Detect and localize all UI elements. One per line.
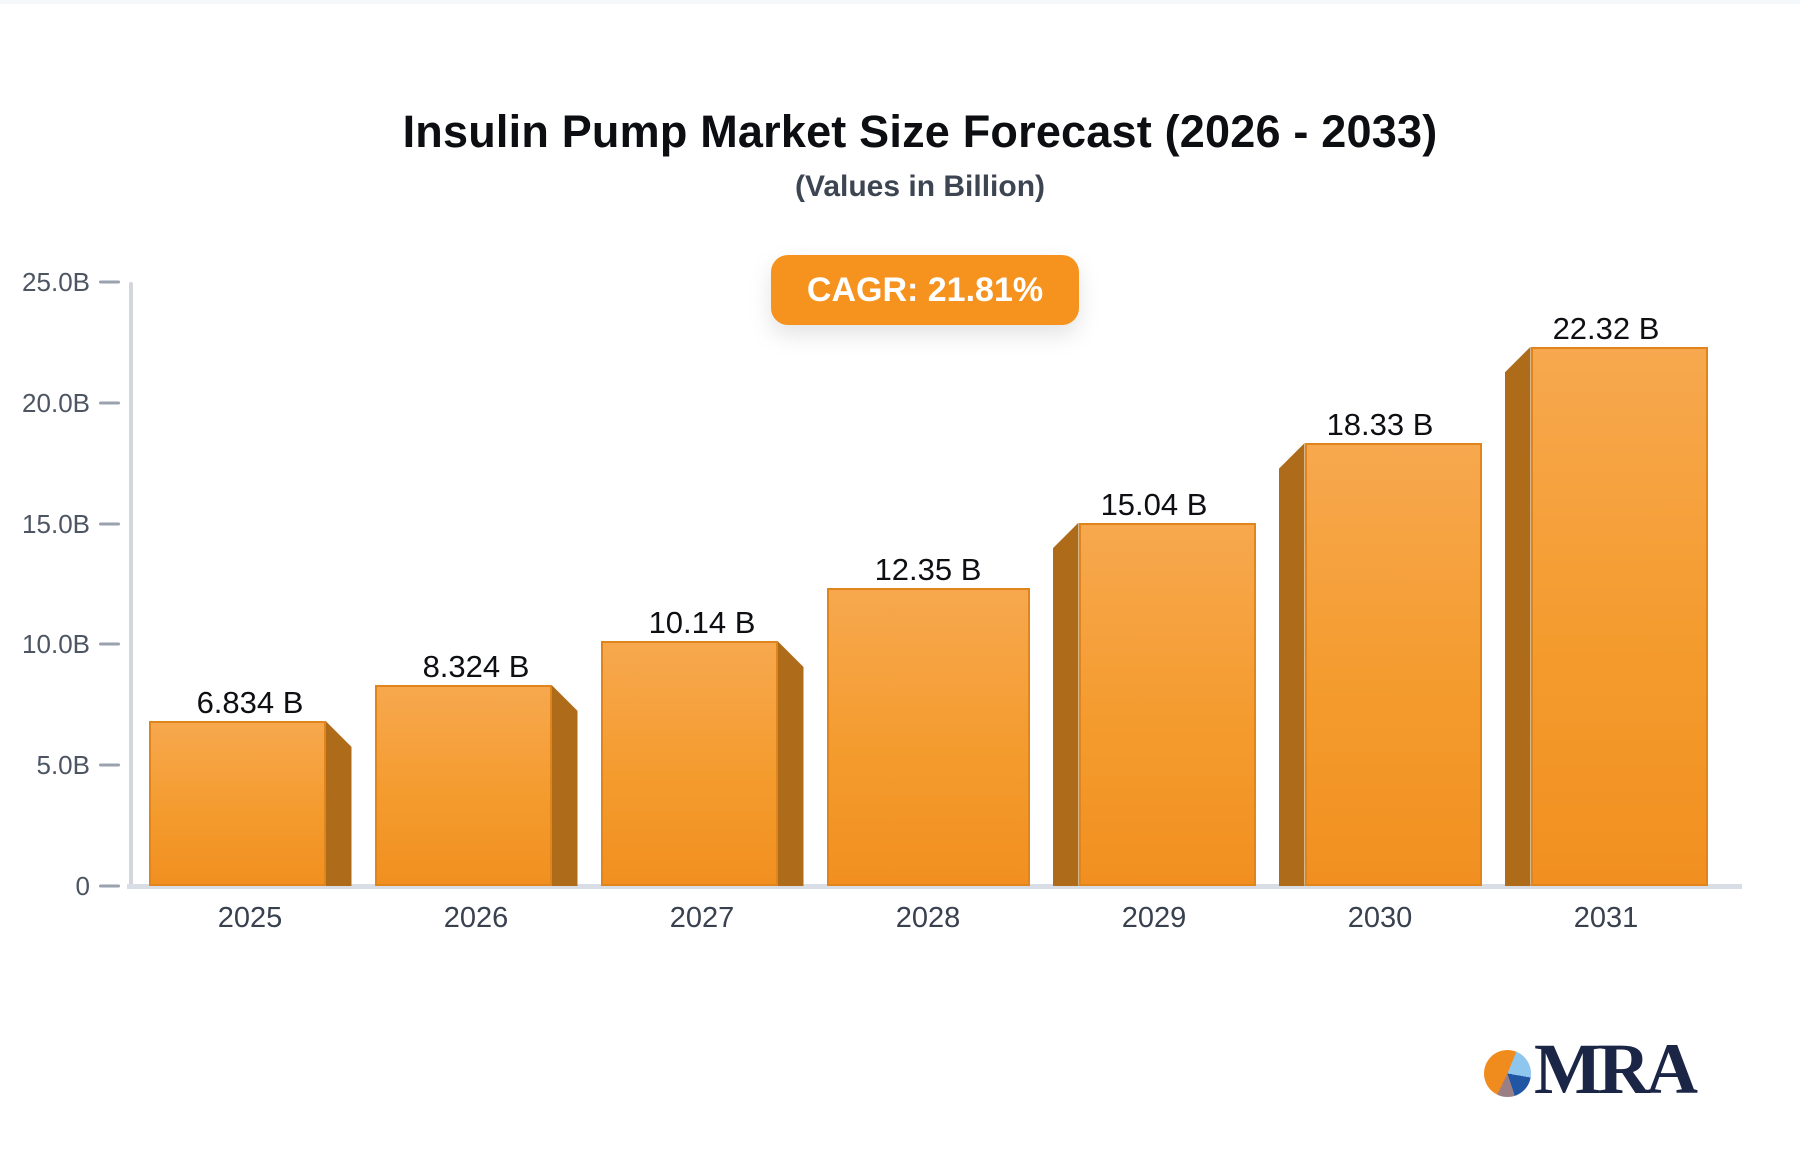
bar-face [600,641,778,886]
bar-value-label: 22.32 B [1552,310,1660,346]
bar-side-face [1278,443,1305,886]
cagr-badge: CAGR: 21.81% [770,255,1080,325]
bar-2026 [374,684,578,886]
bar-2027 [600,641,804,886]
bar-side-face [1504,346,1531,886]
y-axis-tick-label: 20.0B [22,387,90,418]
x-axis-category-label: 2029 [1121,902,1187,934]
mra-logo-text: MRA [1534,1029,1698,1109]
pie-chart-logo-icon [1484,1049,1532,1097]
y-axis-tick-label: 25.0B [22,267,90,297]
bar-2030 [1278,443,1482,886]
bar-value-label: 18.33 B [1326,407,1434,443]
bar-face [826,587,1030,886]
bar-side-face [325,720,352,886]
bar-face [374,684,552,886]
x-axis-category-label: 2030 [1347,902,1413,934]
page-top-strip [0,0,1800,4]
y-axis-tick-label: 5.0B [36,750,91,781]
bar-value-label: 10.14 B [648,605,756,641]
x-axis-category-label: 2026 [443,902,509,934]
y-axis-tick-mark [99,763,120,767]
bar-side-face [551,684,578,886]
bar-value-label: 15.04 B [1100,486,1208,522]
mra-logo: MRA [1484,1029,1698,1109]
y-axis-tick-label: 10.0B [22,629,90,660]
y-axis-tick-mark [99,642,120,646]
y-axis-tick-label: 15.0B [22,508,90,539]
x-axis-category-label: 2025 [217,902,283,934]
x-axis-category-label: 2028 [895,902,961,934]
bar-value-label: 6.834 B [196,684,304,720]
chart-title: Insulin Pump Market Size Forecast (2026 … [402,106,1438,157]
x-axis-baseline [127,884,1742,889]
y-axis-tick-label: 0 [75,871,90,901]
cagr-badge-row: CAGR: 21.81% [0,255,1800,325]
x-axis-category-label: 2031 [1573,902,1639,934]
bar-2031 [1504,346,1708,886]
chart-subtitle: (Values in Billion) [794,170,1046,203]
bar-2025 [148,720,352,886]
y-axis-tick-mark [99,401,120,405]
bar-value-label: 12.35 B [874,551,982,587]
y-axis-tick-mark [99,522,120,526]
y-axis-line [129,282,133,889]
bar-side-face [777,641,804,886]
bar-side-face [1052,522,1079,886]
y-axis-tick-mark [99,280,120,284]
bar-2028 [826,587,1030,886]
bar-face [1304,443,1482,886]
bar-value-label: 8.324 B [422,648,530,684]
bar-face [148,720,326,886]
bar-face [1530,346,1708,886]
bar-face [1078,522,1256,886]
x-axis-category-label: 2027 [669,902,735,934]
y-axis-tick-mark [99,884,120,888]
bar-2029 [1052,522,1256,886]
